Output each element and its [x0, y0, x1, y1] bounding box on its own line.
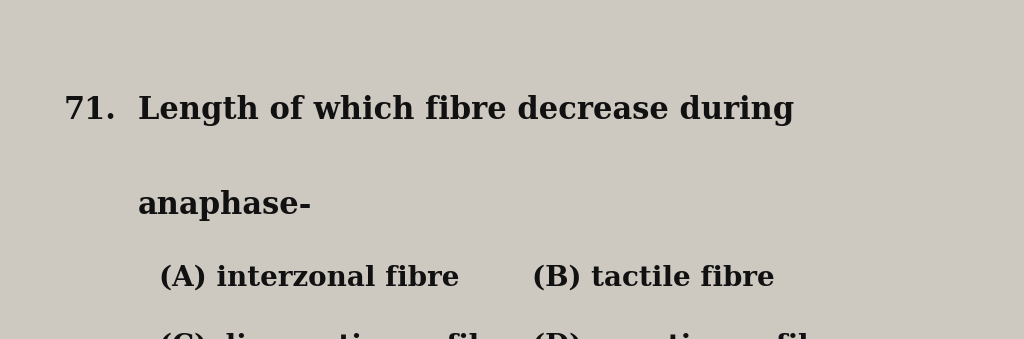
- Text: (B) tactile fibre: (B) tactile fibre: [532, 264, 775, 292]
- Text: Length of which fibre decrease during: Length of which fibre decrease during: [138, 95, 795, 126]
- Text: anaphase-: anaphase-: [138, 190, 312, 221]
- Text: 71.: 71.: [63, 95, 117, 126]
- Text: (C) discountinuos fibre: (C) discountinuos fibre: [159, 332, 520, 339]
- Text: (A) interzonal fibre: (A) interzonal fibre: [159, 264, 459, 292]
- Text: (D) countinuos fibre: (D) countinuos fibre: [532, 332, 851, 339]
